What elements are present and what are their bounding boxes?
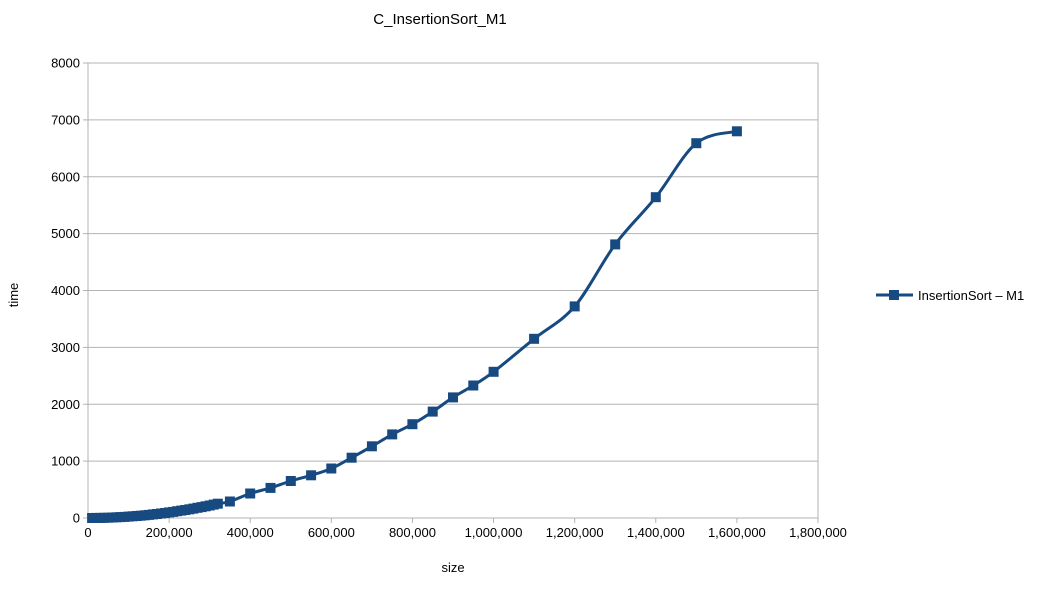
data-point-marker bbox=[610, 239, 621, 250]
data-point-marker bbox=[387, 429, 398, 440]
y-tick-label: 7000 bbox=[51, 112, 80, 127]
y-tick-label: 5000 bbox=[51, 226, 80, 241]
data-point-marker bbox=[650, 192, 661, 203]
y-tick-label: 0 bbox=[73, 511, 80, 526]
data-point-marker bbox=[468, 380, 479, 391]
data-point-marker bbox=[346, 452, 357, 463]
x-tick-label: 600,000 bbox=[308, 525, 355, 540]
legend-series-marker bbox=[876, 290, 913, 300]
x-tick-label: 1,600,000 bbox=[708, 525, 766, 540]
y-tick-label: 8000 bbox=[51, 56, 80, 71]
x-axis-title: size bbox=[441, 560, 465, 575]
data-point-marker bbox=[407, 419, 418, 430]
y-tick-label: 6000 bbox=[51, 169, 80, 184]
y-tick-label: 2000 bbox=[51, 397, 80, 412]
y-tick-label: 1000 bbox=[51, 454, 80, 469]
data-point-marker bbox=[448, 392, 458, 403]
data-point-marker bbox=[245, 488, 256, 499]
data-point-marker bbox=[569, 301, 580, 312]
data-point-marker bbox=[731, 126, 742, 137]
x-tick-label: 800,000 bbox=[389, 525, 436, 540]
x-tick-label: 1,800,000 bbox=[789, 525, 847, 540]
data-point-marker bbox=[691, 138, 702, 149]
y-tick-label: 3000 bbox=[51, 340, 80, 355]
data-point-marker bbox=[212, 498, 223, 509]
data-point-marker bbox=[326, 463, 337, 474]
x-tick-label: 1,000,000 bbox=[465, 525, 523, 540]
data-point-marker bbox=[265, 482, 276, 493]
data-point-marker bbox=[366, 441, 377, 452]
data-point-marker bbox=[488, 366, 499, 377]
x-tick-label: 0 bbox=[84, 525, 91, 540]
x-tick-label: 200,000 bbox=[146, 525, 193, 540]
x-tick-label: 1,400,000 bbox=[627, 525, 685, 540]
x-tick-label: 1,200,000 bbox=[546, 525, 604, 540]
data-point-marker bbox=[529, 333, 540, 344]
legend: InsertionSort – M1 bbox=[876, 287, 1024, 303]
series-line bbox=[92, 129, 738, 520]
data-point-marker bbox=[224, 496, 235, 507]
x-tick-label: 400,000 bbox=[227, 525, 274, 540]
y-tick-label: 4000 bbox=[51, 283, 80, 298]
data-point-marker bbox=[285, 476, 296, 486]
chart-title: C_InsertionSort_M1 bbox=[373, 11, 507, 28]
legend-series-label: InsertionSort – M1 bbox=[918, 287, 1025, 303]
data-point-marker bbox=[306, 470, 317, 481]
data-point-marker bbox=[427, 406, 438, 417]
